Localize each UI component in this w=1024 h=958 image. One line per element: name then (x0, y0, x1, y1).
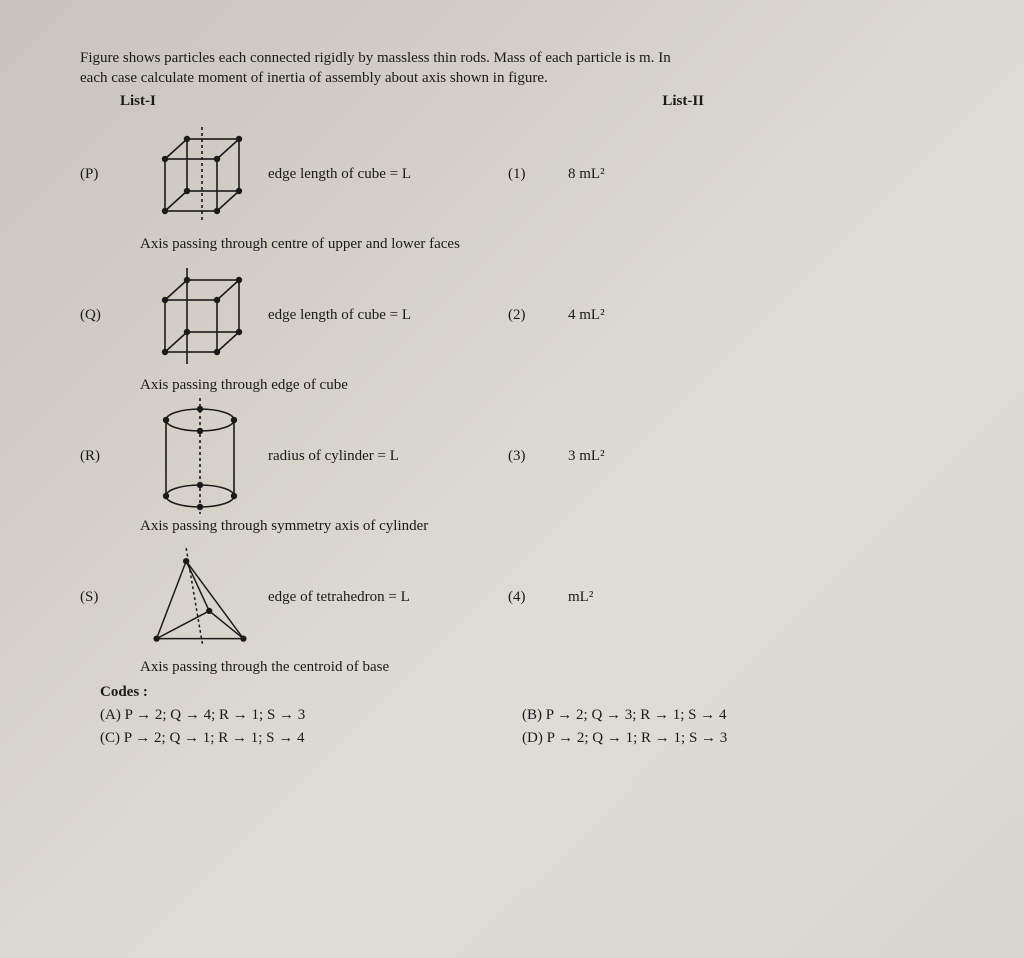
row-s-label: (S) (80, 589, 140, 606)
code-c: (C) P → 2; Q → 1; R → 1; S → 4 (100, 730, 522, 747)
row-q-axis: Axis passing through edge of cube (140, 377, 944, 394)
cylinder-axis-figure (140, 402, 260, 512)
intro-line1: Figure shows particles each connected ri… (80, 50, 671, 66)
row-q: (Q) edge length of cube = L (2) 4 (80, 261, 944, 371)
code-d: (D) P → 2; Q → 1; R → 1; S → 3 (522, 730, 944, 747)
code-b: (B) P → 2; Q → 3; R → 1; S → 4 (522, 707, 944, 724)
row-r: (R) radius of cylin (80, 402, 944, 512)
cube-center-axis-figure (140, 120, 260, 230)
row-r-num: (3) (508, 448, 568, 465)
row-q-label: (Q) (80, 307, 140, 324)
row-r-label: (R) (80, 448, 140, 465)
row-p-desc: edge length of cube = L (268, 166, 508, 183)
code-a: (A) P → 2; Q → 4; R → 1; S → 3 (100, 707, 522, 724)
codes-row-2: (C) P → 2; Q → 1; R → 1; S → 4 (D) P → 2… (100, 730, 944, 747)
row-r-desc: radius of cylinder = L (268, 448, 508, 465)
cube-edge-axis-figure (140, 261, 260, 371)
row-p-label: (P) (80, 166, 140, 183)
row-p-axis: Axis passing through centre of upper and… (140, 236, 944, 253)
row-q-val: 4 mL² (568, 307, 605, 324)
row-s: (S) edge of tetrahedron = L (4) mL² (80, 543, 944, 653)
list1-header: List-I (120, 93, 156, 110)
codes-label: Codes : (100, 684, 944, 701)
row-s-axis: Axis passing through the centroid of bas… (140, 659, 944, 676)
row-s-desc: edge of tetrahedron = L (268, 589, 508, 606)
row-r-val: 3 mL² (568, 448, 605, 465)
row-q-desc: edge length of cube = L (268, 307, 508, 324)
codes-row-1: (A) P → 2; Q → 4; R → 1; S → 3 (B) P → 2… (100, 707, 944, 724)
row-r-axis: Axis passing through symmetry axis of cy… (140, 518, 944, 535)
list-headers: List-I List-II (80, 93, 944, 110)
intro-line2: each case calculate moment of inertia of… (80, 70, 548, 86)
list2-header: List-II (662, 93, 704, 110)
row-s-num: (4) (508, 589, 568, 606)
row-s-val: mL² (568, 589, 593, 606)
row-p-val: 8 mL² (568, 166, 605, 183)
row-q-num: (2) (508, 307, 568, 324)
tetrahedron-axis-figure (140, 543, 260, 653)
row-p: (P) edge length of (80, 120, 944, 230)
row-p-num: (1) (508, 166, 568, 183)
